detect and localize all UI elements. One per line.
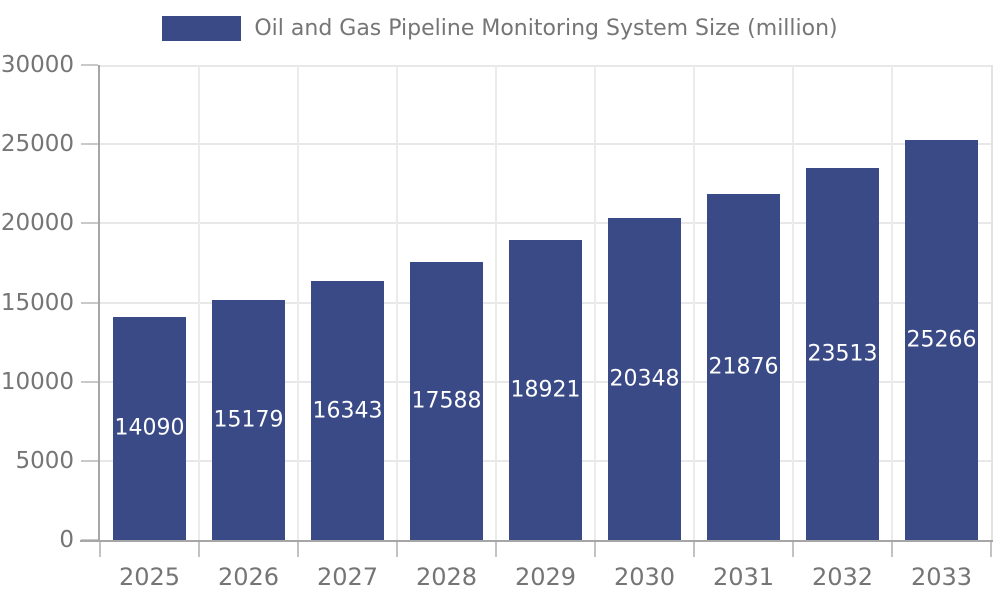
bar-value-label: 17588 xyxy=(411,388,482,414)
x-tick-label-2032: 2032 xyxy=(811,563,874,591)
x-axis-tick xyxy=(594,542,596,557)
gridline-h xyxy=(100,65,991,67)
x-tick-label-2033: 2033 xyxy=(910,563,973,591)
x-axis-tick xyxy=(297,542,299,557)
x-tick-label-2031: 2031 xyxy=(712,563,775,591)
legend-item[interactable]: Oil and Gas Pipeline Monitoring System S… xyxy=(162,16,838,41)
y-axis-tick xyxy=(81,301,98,304)
gridline-v xyxy=(198,65,200,540)
x-axis-tick xyxy=(891,542,893,557)
x-axis-tick xyxy=(693,542,695,557)
x-tick-label-2026: 2026 xyxy=(217,563,280,591)
x-tick-label-2025: 2025 xyxy=(118,563,181,591)
gridline-v xyxy=(792,65,794,540)
y-tick-label: 0 xyxy=(59,527,74,553)
gridline-v xyxy=(891,65,893,540)
bar-2031[interactable]: 21876 xyxy=(707,193,780,540)
gridline-v xyxy=(594,65,596,540)
y-tick-label: 15000 xyxy=(0,289,74,316)
bar-2033[interactable]: 25266 xyxy=(905,139,978,540)
x-tick-label-2028: 2028 xyxy=(415,563,478,591)
gridline-h xyxy=(100,143,991,146)
x-axis-line xyxy=(80,540,993,542)
bar-value-label: 21876 xyxy=(708,354,779,380)
bar-2032[interactable]: 23513 xyxy=(806,167,879,540)
gridline-v xyxy=(693,65,695,540)
bar-value-label: 25266 xyxy=(906,327,977,353)
x-axis-tick xyxy=(99,542,101,557)
y-axis-tick xyxy=(81,380,98,383)
gridline-h xyxy=(100,222,991,225)
y-axis-tick xyxy=(81,64,98,66)
x-axis-tick xyxy=(990,542,992,557)
bar-value-label: 15179 xyxy=(213,407,284,433)
x-axis-tick xyxy=(495,542,497,557)
legend-swatch xyxy=(162,16,242,41)
plot-border-right xyxy=(991,65,993,540)
bar-value-label: 23513 xyxy=(807,341,878,367)
y-tick-label: 25000 xyxy=(0,131,74,158)
y-axis-tick xyxy=(81,222,98,225)
y-tick-label: 5000 xyxy=(15,447,74,474)
plot-area: 0 5000 10000 15000 20000 25000 30000 14090 2025 1… xyxy=(1,52,993,591)
bar-2025[interactable]: 14090 xyxy=(113,316,186,540)
x-axis-tick xyxy=(198,542,200,557)
y-axis-line xyxy=(98,65,100,542)
x-tick-label-2030: 2030 xyxy=(613,563,676,591)
x-tick-label-2029: 2029 xyxy=(514,563,577,591)
y-tick-label: 30000 xyxy=(0,52,74,78)
bar-2028[interactable]: 17588 xyxy=(410,261,483,540)
bar-value-label: 14090 xyxy=(114,415,185,441)
legend-label: Oil and Gas Pipeline Monitoring System S… xyxy=(254,16,838,41)
y-tick-label: 10000 xyxy=(0,368,74,395)
x-axis-tick xyxy=(396,542,398,557)
y-axis-tick xyxy=(81,143,98,146)
bar-value-label: 16343 xyxy=(312,398,383,424)
gridline-v xyxy=(297,65,299,540)
bar-value-label: 20348 xyxy=(609,366,680,392)
x-tick-label-2027: 2027 xyxy=(316,563,379,591)
bar-2026[interactable]: 15179 xyxy=(212,299,285,540)
bar-2030[interactable]: 20348 xyxy=(608,217,681,540)
bar-2027[interactable]: 16343 xyxy=(311,281,384,540)
y-tick-label: 20000 xyxy=(0,210,74,237)
bar-value-label: 18921 xyxy=(510,377,581,403)
x-axis-tick xyxy=(792,542,794,557)
gridline-v xyxy=(495,65,497,540)
gridline-v xyxy=(396,65,398,540)
bar-2029[interactable]: 18921 xyxy=(509,240,582,540)
legend: Oil and Gas Pipeline Monitoring System S… xyxy=(0,16,1000,41)
y-axis-tick xyxy=(81,459,98,462)
